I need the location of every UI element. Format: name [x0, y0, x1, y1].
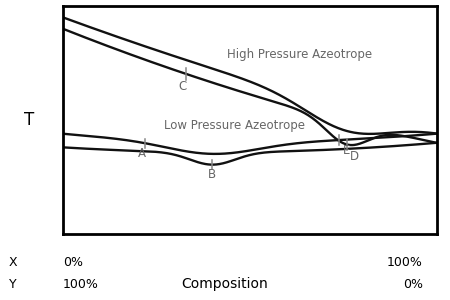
Text: D: D [350, 150, 359, 164]
Text: High Pressure Azeotrope: High Pressure Azeotrope [227, 48, 373, 62]
Text: Y: Y [9, 278, 17, 291]
Text: A: A [137, 147, 145, 160]
Text: 100%: 100% [63, 278, 99, 291]
Text: 0%: 0% [403, 278, 423, 291]
Text: C: C [178, 80, 187, 93]
Text: 0%: 0% [63, 256, 83, 268]
Text: 100%: 100% [387, 256, 423, 268]
Text: Composition: Composition [182, 277, 268, 291]
Text: E: E [343, 144, 351, 157]
Text: Low Pressure Azeotrope: Low Pressure Azeotrope [164, 119, 305, 132]
Text: X: X [9, 256, 18, 268]
Text: T: T [24, 111, 35, 129]
Text: B: B [208, 168, 216, 181]
